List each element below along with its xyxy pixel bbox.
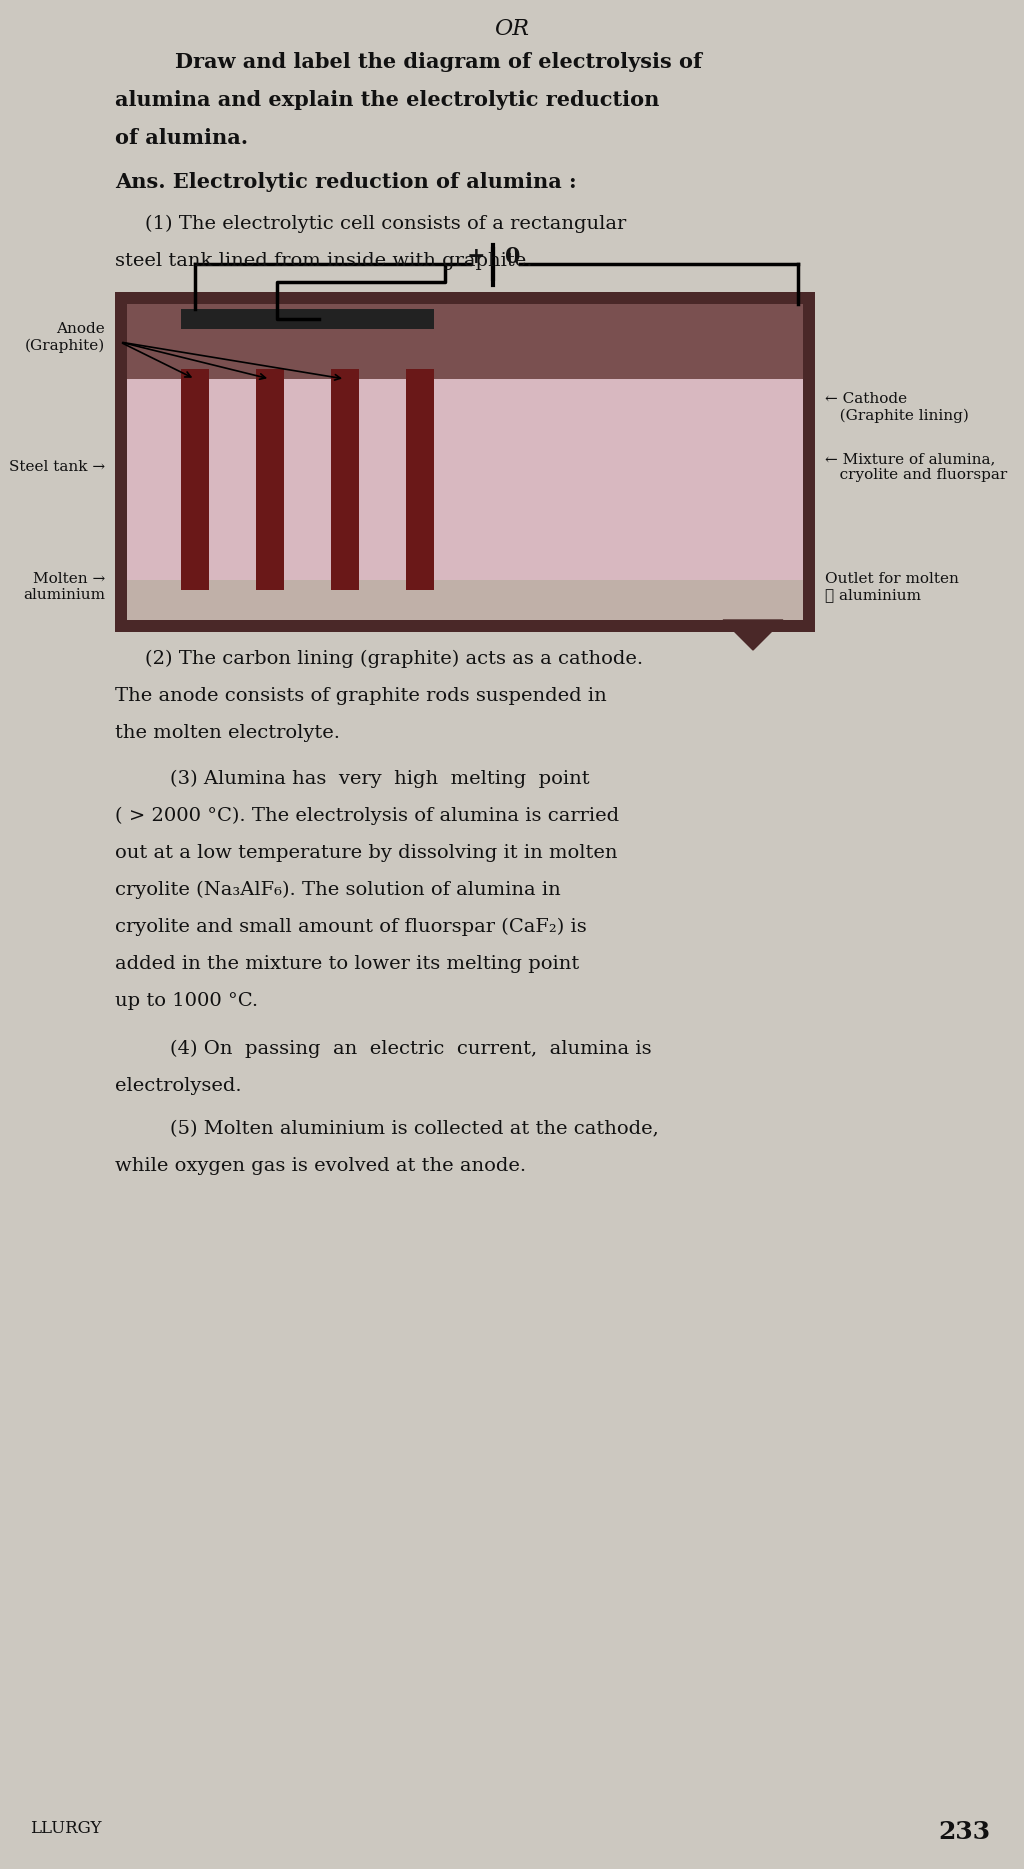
Text: Outlet for molten
✓ aluminium: Outlet for molten ✓ aluminium: [825, 572, 958, 602]
Text: electrolysed.: electrolysed.: [115, 1077, 242, 1095]
Text: 0: 0: [505, 247, 520, 267]
Text: (1) The electrolytic cell consists of a rectangular: (1) The electrolytic cell consists of a …: [145, 215, 627, 234]
Text: ← Cathode
   (Graphite lining): ← Cathode (Graphite lining): [825, 392, 969, 422]
Bar: [115, 292, 815, 632]
Text: (2) The carbon lining (graphite) acts as a cathode.: (2) The carbon lining (graphite) acts as…: [145, 650, 643, 669]
Text: (3) Alumina has  very  high  melting  point: (3) Alumina has very high melting point: [145, 770, 590, 789]
Bar: [127, 579, 803, 621]
Text: Draw and label the diagram of electrolysis of: Draw and label the diagram of electrolys…: [175, 52, 702, 73]
Text: Molten →
aluminium: Molten → aluminium: [23, 572, 105, 602]
Bar: [181, 308, 434, 329]
Text: ( > 2000 °C). The electrolysis of alumina is carried: ( > 2000 °C). The electrolysis of alumin…: [115, 807, 620, 826]
Text: alumina and explain the electrolytic reduction: alumina and explain the electrolytic red…: [115, 90, 659, 110]
Text: OR: OR: [495, 19, 529, 39]
Text: steel tank lined from inside with graphite.: steel tank lined from inside with graphi…: [115, 252, 532, 269]
Bar: [127, 305, 803, 621]
Text: cryolite and small amount of fluorspar (CaF₂) is: cryolite and small amount of fluorspar (…: [115, 918, 587, 936]
Bar: [331, 368, 359, 591]
Bar: [256, 368, 284, 591]
Text: ← Mixture of alumina,
   cryolite and fluorspar: ← Mixture of alumina, cryolite and fluor…: [825, 452, 1008, 482]
Text: cryolite (Na₃AlF₆). The solution of alumina in: cryolite (Na₃AlF₆). The solution of alum…: [115, 880, 561, 899]
Text: the molten electrolyte.: the molten electrolyte.: [115, 723, 340, 742]
Polygon shape: [723, 621, 783, 650]
Bar: [127, 379, 803, 579]
Bar: [406, 368, 434, 591]
Text: (5) Molten aluminium is collected at the cathode,: (5) Molten aluminium is collected at the…: [145, 1120, 658, 1138]
Text: Steel tank →: Steel tank →: [9, 460, 105, 475]
Text: (4) On  passing  an  electric  current,  alumina is: (4) On passing an electric current, alum…: [145, 1039, 651, 1058]
Text: added in the mixture to lower its melting point: added in the mixture to lower its meltin…: [115, 955, 580, 974]
Text: Anode
(Graphite): Anode (Graphite): [25, 321, 105, 353]
Text: of alumina.: of alumina.: [115, 127, 248, 148]
Text: 233: 233: [938, 1820, 990, 1845]
Text: out at a low temperature by dissolving it in molten: out at a low temperature by dissolving i…: [115, 845, 617, 862]
Text: LLURGY: LLURGY: [30, 1820, 101, 1837]
Text: up to 1000 °C.: up to 1000 °C.: [115, 992, 258, 1009]
Bar: [181, 368, 209, 591]
Text: while oxygen gas is evolved at the anode.: while oxygen gas is evolved at the anode…: [115, 1157, 526, 1176]
Text: Ans. Electrolytic reduction of alumina :: Ans. Electrolytic reduction of alumina :: [115, 172, 577, 193]
Text: +: +: [466, 247, 485, 267]
Text: The anode consists of graphite rods suspended in: The anode consists of graphite rods susp…: [115, 688, 607, 705]
